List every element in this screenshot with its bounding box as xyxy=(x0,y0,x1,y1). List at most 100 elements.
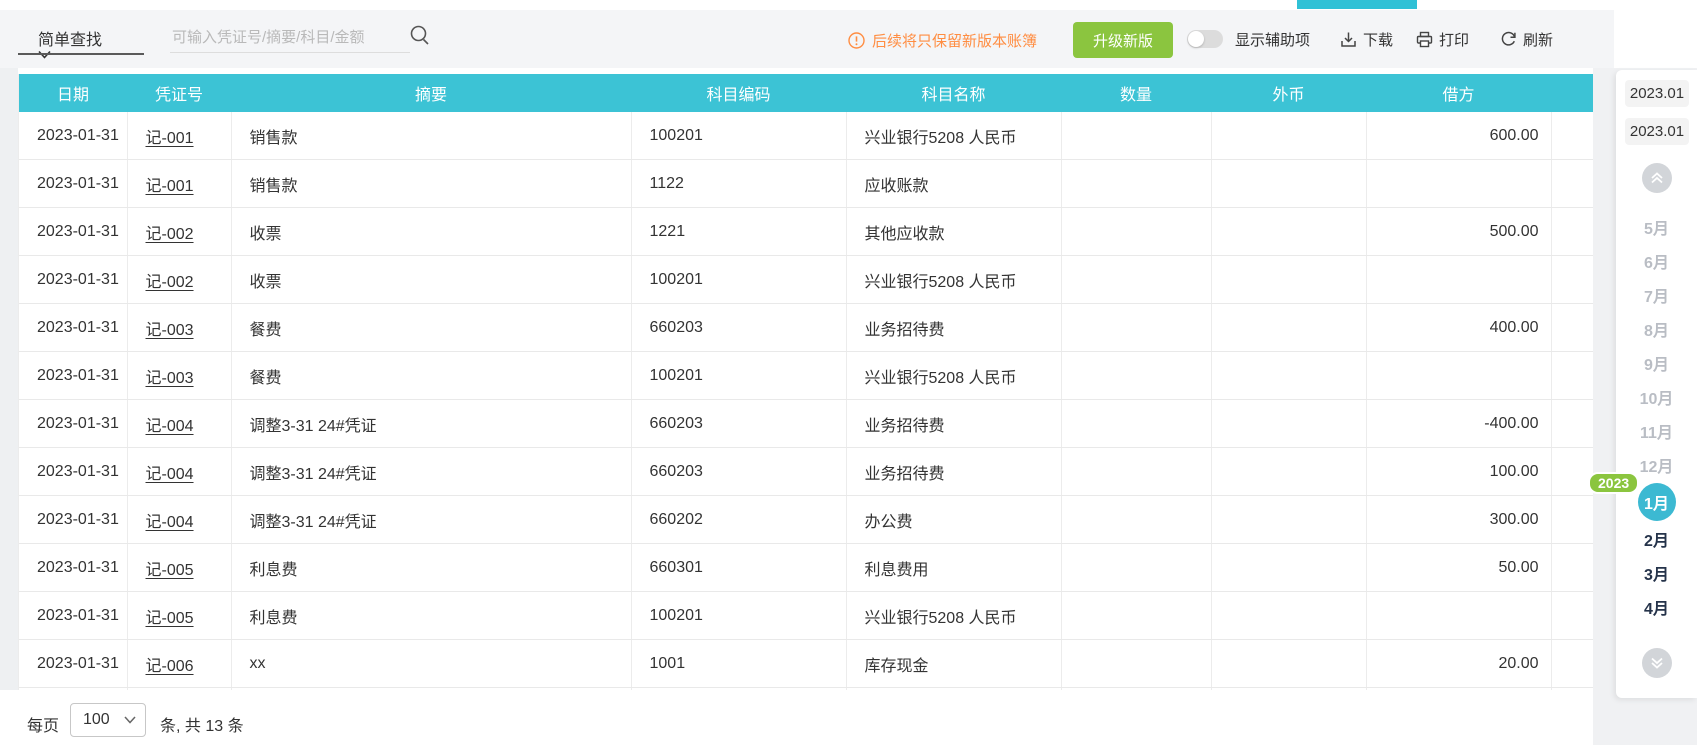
month-item[interactable]: 10月 xyxy=(1639,391,1674,408)
print-button[interactable]: 打印 xyxy=(1416,29,1469,50)
table-row: 2023-01-31 记-005 利息费 100201 兴业银行5208 人民币 xyxy=(19,591,1594,640)
month-item[interactable]: 11月 xyxy=(1640,425,1673,442)
cell-subject-name xyxy=(846,687,1062,690)
voucher-link[interactable]: 记-004 xyxy=(145,465,194,483)
refresh-icon xyxy=(1500,31,1517,48)
upgrade-button[interactable]: 升级新版 xyxy=(1073,22,1173,58)
download-button[interactable]: 下载 xyxy=(1340,29,1393,50)
cell-foreign-currency xyxy=(1211,159,1367,208)
download-label: 下载 xyxy=(1363,32,1394,49)
month-item[interactable]: 12月 xyxy=(1639,459,1674,476)
scroll-up-button[interactable] xyxy=(1642,163,1672,193)
cell-summary: 调整3-31 24#凭证 xyxy=(231,447,632,496)
column-header: 凭证号 xyxy=(127,74,231,112)
cell-date: 2023-01-31 xyxy=(19,639,128,688)
cell-foreign-currency xyxy=(1211,591,1367,640)
column-header: 摘要 xyxy=(231,74,631,112)
voucher-link[interactable]: 记-003 xyxy=(145,369,194,387)
cell-subject-name: 兴业银行5208 人民币 xyxy=(846,351,1062,400)
table-row: 2023-01-31 记-004 调整3-31 24#凭证 660203 业务招… xyxy=(19,399,1594,448)
cell-quantity xyxy=(1061,399,1212,448)
cell-date: 2023-01-31 xyxy=(19,207,128,256)
printer-icon xyxy=(1416,31,1433,48)
cell-voucher: 记-005 xyxy=(127,543,232,592)
cell-quantity xyxy=(1061,543,1212,592)
voucher-link[interactable]: 记-001 xyxy=(145,129,194,147)
voucher-link[interactable]: 记-004 xyxy=(145,513,194,531)
cell-foreign-currency xyxy=(1211,207,1367,256)
column-header: 数量 xyxy=(1061,74,1211,112)
cell-quantity xyxy=(1061,495,1212,544)
cell-debit xyxy=(1366,351,1552,400)
search-mode-label: 简单查找 xyxy=(38,32,103,49)
voucher-link[interactable]: 记-003 xyxy=(145,321,194,339)
cell-quantity xyxy=(1061,303,1212,352)
cell-date: 2023-01-31 xyxy=(19,495,128,544)
print-label: 打印 xyxy=(1439,32,1470,49)
cell-voucher: 记-005 xyxy=(127,591,232,640)
cell-debit: 500.00 xyxy=(1366,207,1552,256)
cell-summary: 利息费 xyxy=(231,591,632,640)
cell-subject-code: 1001 xyxy=(631,639,847,688)
month-item[interactable]: 2月 xyxy=(1644,533,1669,550)
month-item[interactable]: 7月 xyxy=(1644,289,1669,306)
cell-date: 2023-01-31 xyxy=(19,159,128,208)
cell-foreign-currency xyxy=(1211,351,1367,400)
column-header: 外币 xyxy=(1211,74,1366,112)
refresh-button[interactable]: 刷新 xyxy=(1500,29,1553,50)
warning-text: 后续将只保留新版本账簿 xyxy=(872,33,1038,50)
month-item[interactable]: 3月 xyxy=(1644,567,1669,584)
aux-items-toggle[interactable] xyxy=(1187,30,1223,48)
voucher-link[interactable]: 记-005 xyxy=(145,609,194,627)
voucher-link[interactable]: 记-004 xyxy=(145,417,194,435)
cell-subject-name: 兴业银行5208 人民币 xyxy=(846,112,1062,160)
month-item[interactable]: 2023 1月 xyxy=(1588,472,1697,522)
per-page-select[interactable]: 100 xyxy=(70,703,146,737)
scroll-down-button[interactable] xyxy=(1642,648,1672,678)
voucher-link[interactable]: 记-005 xyxy=(145,561,194,579)
voucher-link[interactable]: 记-002 xyxy=(145,225,194,243)
cell-extra xyxy=(1551,543,1594,592)
search-input[interactable] xyxy=(170,22,410,53)
cell-summary: 利息费 xyxy=(231,543,632,592)
table-row: 2023-01-31 记-003 餐费 660203 业务招待费 400.00 xyxy=(19,303,1594,352)
voucher-link[interactable]: 记-002 xyxy=(145,273,194,291)
warning-icon xyxy=(848,32,865,49)
cell-foreign-currency xyxy=(1211,543,1367,592)
cell-subject-code: 100201 xyxy=(631,255,847,304)
cell-quantity xyxy=(1061,687,1212,690)
column-header: 科目编码 xyxy=(631,74,846,112)
cell-voucher: 记-004 xyxy=(127,495,232,544)
column-header: 科目名称 xyxy=(846,74,1061,112)
period-badge[interactable]: 2023.01 xyxy=(1625,80,1689,107)
cell-debit: 400.00 xyxy=(1366,303,1552,352)
month-item[interactable]: 6月 xyxy=(1644,255,1669,272)
cell-summary: 餐费 xyxy=(231,303,632,352)
period-badge[interactable]: 2023.01 xyxy=(1625,118,1689,145)
cell-debit: 20.00 xyxy=(1366,639,1552,688)
voucher-link[interactable]: 记-006 xyxy=(145,657,194,675)
cell-subject-code: 100201 xyxy=(631,351,847,400)
month-item[interactable]: 5月 xyxy=(1644,221,1669,238)
cell-quantity xyxy=(1061,112,1212,160)
cell-subject-code: 660203 xyxy=(631,303,847,352)
cell-voucher: 记-003 xyxy=(127,303,232,352)
cell-debit: 300.00 xyxy=(1366,495,1552,544)
toggle-knob xyxy=(1188,31,1204,47)
cell-subject-name: 办公费 xyxy=(846,495,1062,544)
search-icon[interactable] xyxy=(408,23,432,47)
cell-quantity xyxy=(1061,351,1212,400)
cell-date: 2023-01-31 xyxy=(19,543,128,592)
table-body: 2023-01-31 记-001 销售款 100201 兴业银行5208 人民币… xyxy=(19,112,1594,690)
month-item[interactable]: 9月 xyxy=(1644,357,1669,374)
month-list: 5月 6月 7月 8月 9月 10月 11月 12月 2023 1月 2月 3月 … xyxy=(1588,210,1697,624)
table-row: 2023-01-31 记-002 收票 100201 兴业银行5208 人民币 xyxy=(19,255,1594,304)
cell-foreign-currency xyxy=(1211,447,1367,496)
month-item[interactable]: 8月 xyxy=(1644,323,1669,340)
cell-subject-code: 100201 xyxy=(631,591,847,640)
cell-summary: 收票 xyxy=(231,255,632,304)
month-item[interactable]: 4月 xyxy=(1644,601,1669,618)
top-accent-bar xyxy=(1297,0,1417,9)
voucher-link[interactable]: 记-001 xyxy=(145,177,194,195)
